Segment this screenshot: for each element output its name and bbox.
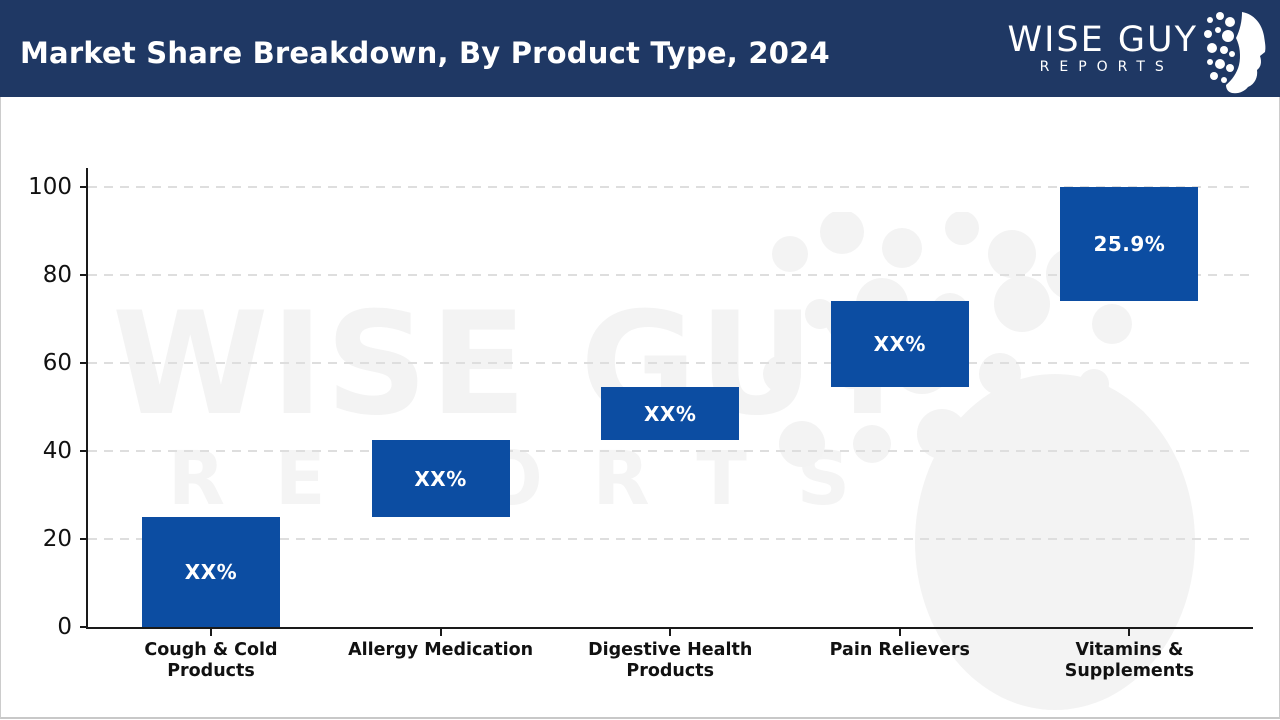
brand-head-icon: [1204, 12, 1266, 94]
x-axis-tick: [898, 629, 901, 636]
x-axis-tick: [669, 629, 672, 636]
y-axis-tick-label: 80: [42, 262, 72, 288]
y-axis-tick-label: 0: [57, 614, 72, 640]
y-axis-line: [86, 168, 88, 629]
y-axis-tick-label: 40: [42, 438, 72, 464]
bar-value-label: XX%: [643, 401, 697, 426]
x-axis-category-label-line: Vitamins &: [1075, 640, 1184, 660]
bar-value-label: XX%: [184, 560, 238, 584]
brand-text: WISE GUY REPORTS: [1007, 22, 1198, 75]
y-axis-tick-label: 60: [42, 350, 72, 376]
header: Market Share Breakdown, By Product Type,…: [0, 0, 1280, 97]
x-axis-category-label-line: Products: [167, 661, 255, 681]
x-axis-tick: [1128, 629, 1131, 636]
x-axis-category-label: Digestive Health Products: [554, 640, 786, 682]
gridline: [88, 362, 1253, 364]
x-axis-category-label-line: Supplements: [1064, 661, 1195, 681]
x-axis-category-label-line: Products: [626, 661, 714, 681]
brand-name: WISE GUY: [1007, 20, 1198, 60]
bar-value-label: XX%: [414, 466, 467, 491]
bar: XX%: [142, 517, 280, 627]
y-axis-tick: [80, 626, 87, 628]
y-axis-tick: [80, 450, 87, 452]
brand-logo: WISE GUY REPORTS: [1006, 6, 1266, 94]
x-axis-category-label: Cough & Cold Products: [95, 640, 327, 682]
x-axis-category-label: Pain Relievers: [784, 640, 1016, 661]
bar: XX%: [601, 387, 740, 441]
x-axis-category-label: Vitamins & Supplements: [1013, 640, 1245, 682]
bar: XX%: [371, 440, 510, 517]
gridline: [88, 538, 1253, 540]
x-axis-category-label-line: Cough & Cold: [144, 640, 278, 660]
x-axis-tick: [439, 629, 442, 636]
bar-value-label: 25.9%: [1093, 231, 1166, 256]
y-axis-tick: [80, 274, 87, 276]
x-axis-category-label: Allergy Medication: [325, 640, 557, 661]
brand-subtitle: REPORTS: [1039, 59, 1174, 75]
gridline: [88, 450, 1253, 452]
gridline: [88, 274, 1253, 276]
bar: XX%: [830, 300, 969, 388]
y-axis-tick: [80, 538, 87, 540]
y-axis-tick-label: 20: [42, 526, 72, 552]
x-axis-category-label-line: Pain Relievers: [829, 640, 970, 660]
y-axis-tick: [80, 362, 87, 364]
x-axis-category-label-line: Allergy Medication: [348, 640, 534, 660]
x-axis-category-label-line: Digestive Health: [588, 640, 753, 660]
x-axis-tick: [210, 629, 212, 636]
page-title: Market Share Breakdown, By Product Type,…: [20, 36, 830, 70]
y-axis-tick: [80, 186, 87, 188]
bar: 25.9%: [1060, 187, 1199, 301]
gridline: [88, 186, 1253, 188]
y-axis-tick-label: 100: [28, 174, 72, 200]
x-axis-line: [86, 627, 1253, 629]
bar-value-label: XX%: [873, 332, 926, 357]
